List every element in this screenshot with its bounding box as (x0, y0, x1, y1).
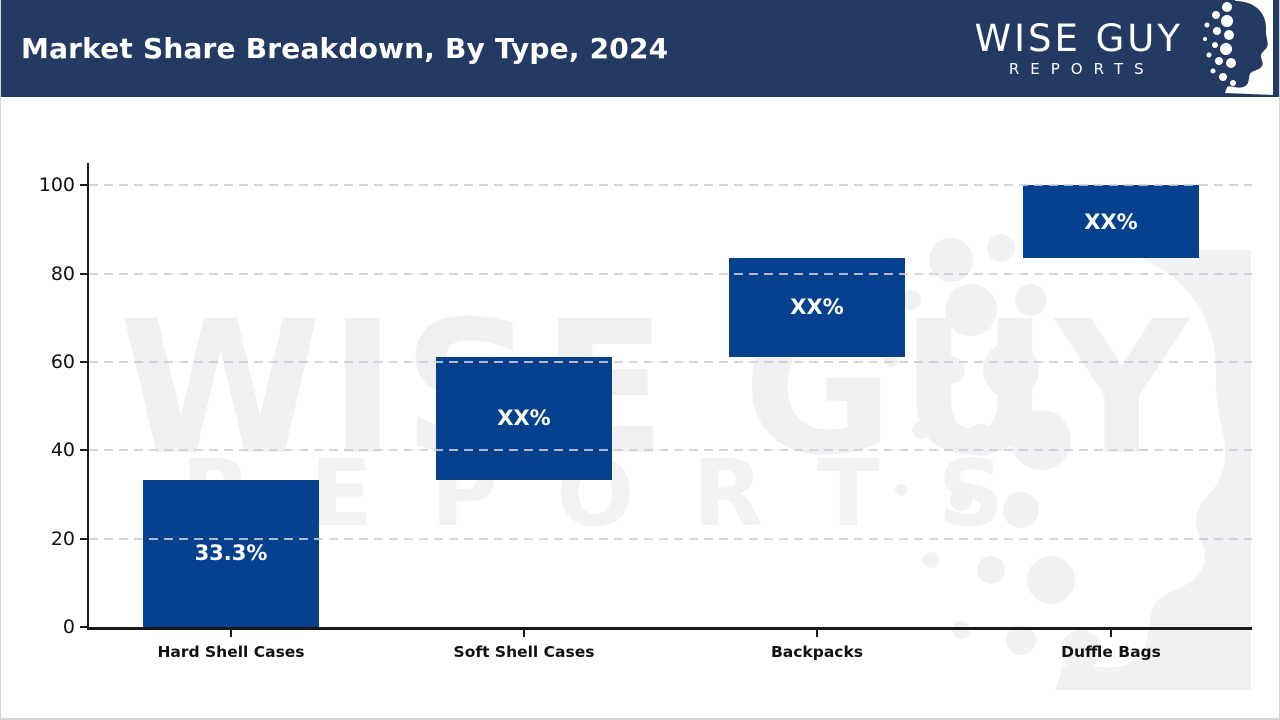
ytick-label-20: 20 (50, 527, 75, 550)
ytick-label-100: 100 (38, 174, 75, 197)
plot-area: 33.3% XX% XX% XX% 0 20 40 60 80 100 Hard Shell Cas… (1, 97, 1279, 718)
bar-value-label: XX% (497, 406, 551, 431)
xtick-mark-3 (1110, 629, 1112, 637)
xtick-label-2: Backpacks (770, 643, 864, 661)
xtick-mark-2 (816, 629, 818, 637)
gridline-60 (89, 361, 1252, 364)
xtick-mark-0 (230, 629, 232, 637)
wise-guy-reports-logo: WISE GUY REPORTS (975, 0, 1279, 99)
xtick-label-3: Duffle Bags (1061, 643, 1161, 661)
gridline-20 (89, 537, 1252, 540)
xtick-mark-1 (523, 629, 525, 637)
ytick-mark-100 (80, 184, 89, 187)
bar-value-label: 33.3% (194, 541, 268, 566)
x-axis-spine (87, 627, 1252, 630)
logo-text: WISE GUY REPORTS (975, 20, 1183, 78)
y-axis-spine (87, 163, 89, 629)
ytick-mark-80 (80, 272, 89, 275)
ytick-mark-0 (80, 626, 89, 628)
gridline-100 (89, 184, 1252, 187)
watermark-face-dots-icon (831, 220, 1251, 694)
xtick-label-1: Soft Shell Cases (453, 643, 595, 661)
logo-wordmark: WISE GUY (974, 16, 1183, 60)
header-band: Market Share Breakdown, By Type, 2024 WI… (1, 0, 1279, 99)
logo-subtext: REPORTS (1008, 59, 1155, 78)
ytick-label-40: 40 (50, 439, 75, 462)
ytick-label-60: 60 (50, 351, 75, 374)
bar-soft-shell-cases: XX% (436, 356, 612, 480)
bar-value-label: XX% (1084, 209, 1138, 234)
gridline-80 (89, 272, 1252, 275)
bar-duffle-bags: XX% (1023, 185, 1199, 259)
xtick-label-0: Hard Shell Cases (157, 643, 305, 661)
bar-hard-shell-cases: 33.3% (143, 479, 319, 627)
gridline-40 (89, 449, 1252, 452)
ytick-mark-40 (80, 449, 89, 452)
ytick-label-0: 0 (62, 616, 75, 638)
ytick-mark-60 (80, 361, 89, 364)
page-title: Market Share Breakdown, By Type, 2024 (21, 32, 669, 65)
face-profile-dots-icon (1169, 0, 1273, 99)
bar-value-label: XX% (790, 295, 844, 320)
ytick-mark-20 (80, 537, 89, 540)
ytick-label-80: 80 (50, 262, 75, 285)
